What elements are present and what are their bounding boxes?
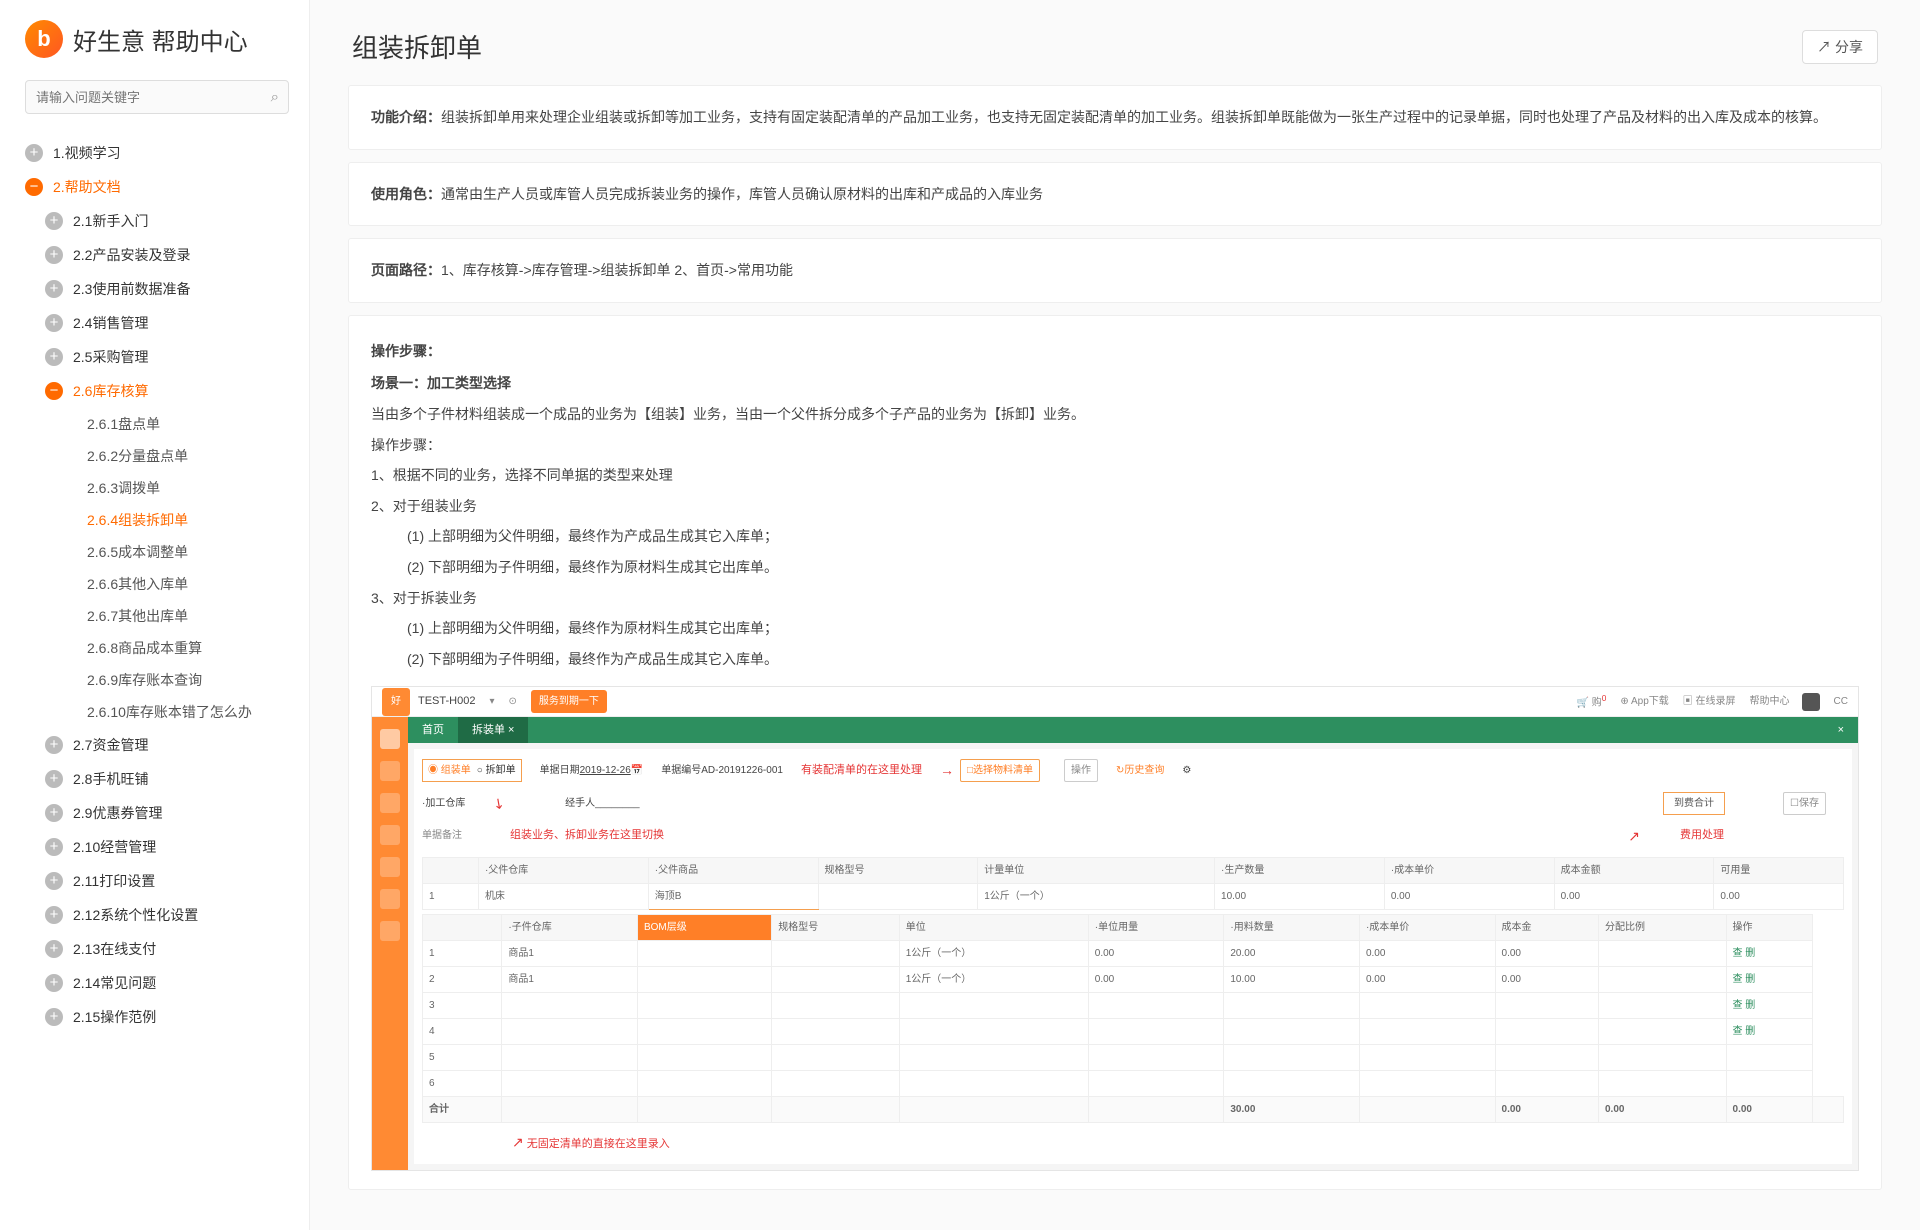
- steps-card: 操作步骤： 场景一：加工类型选择 当由多个子件材料组装成一个成品的业务为【组装】…: [348, 315, 1882, 1190]
- shot-service-btn[interactable]: 服务到期一下: [531, 690, 607, 713]
- intro-text: 组装拆卸单用来处理企业组装或拆卸等加工业务，支持有固定装配清单的产品加工业务，也…: [441, 109, 1827, 125]
- nav-tail-item[interactable]: 2.9优惠券管理: [25, 796, 289, 830]
- nav-tail-item[interactable]: 2.12系统个性化设置: [25, 898, 289, 932]
- path-text: 1、库存核算->库存管理->组装拆卸单 2、首页->常用功能: [441, 262, 793, 278]
- share-button[interactable]: ↗ 分享: [1802, 30, 1878, 64]
- embedded-screenshot: 好 TEST-H002 ▾ ⊙ 服务到期一下 🛒 购0 ⊕ App下载 ▣ 在线…: [371, 686, 1859, 1170]
- main-content: 组装拆卸单 ↗ 分享 功能介绍：组装拆卸单用来处理企业组装或拆卸等加工业务，支持…: [310, 0, 1920, 1230]
- sidebar: b 好生意 帮助中心 ⌕ 1.视频学习2.帮助文档2.1新手入门2.2产品安装及…: [0, 0, 310, 1230]
- nav-tail-item[interactable]: 2.8手机旺铺: [25, 762, 289, 796]
- scene-desc: 当由多个子件材料组装成一个成品的业务为【组装】业务，当由一个父件拆分成多个子产品…: [371, 401, 1859, 428]
- note-radio: 组装业务、拆卸业务在这里切换: [510, 825, 664, 846]
- search-box: ⌕: [25, 80, 289, 114]
- share-label: 分享: [1835, 39, 1863, 55]
- note-top: 有装配清单的在这里处理: [801, 760, 922, 781]
- search-icon[interactable]: ⌕: [271, 89, 279, 106]
- shot-nav-icon[interactable]: [380, 825, 400, 845]
- nav-tree: 1.视频学习2.帮助文档2.1新手入门2.2产品安装及登录2.3使用前数据准备2…: [25, 136, 289, 1034]
- shot-tab-doc[interactable]: 拆装单 ×: [458, 717, 528, 743]
- nav-top-item[interactable]: 1.视频学习: [25, 136, 289, 170]
- nav-sub-item[interactable]: 2.6.6其他入库单: [25, 568, 289, 600]
- nav-tail-item[interactable]: 2.15操作范例: [25, 1000, 289, 1034]
- save-button[interactable]: ☐ 保存: [1783, 792, 1826, 815]
- role-text: 通常由生产人员或库管人员完成拆装业务的操作，库管人员确认原材料的出库和产成品的入…: [441, 186, 1043, 202]
- shot-sidenav: [372, 717, 408, 1169]
- nav-sub-item[interactable]: 2.6.7其他出库单: [25, 600, 289, 632]
- shot-user: CC: [1834, 692, 1848, 711]
- nav-sub-item[interactable]: 2.6.9库存账本查询: [25, 664, 289, 696]
- nav-sub-item[interactable]: 2.6.10库存账本错了怎么办: [25, 696, 289, 728]
- step-sub: (1) 上部明细为父件明细，最终作为原材料生成其它出库单；: [371, 615, 1859, 642]
- nav-tail-item[interactable]: 2.11打印设置: [25, 864, 289, 898]
- nav-mid-item[interactable]: 2.2产品安装及登录: [25, 238, 289, 272]
- child-table: ·子件仓库BOM层级规格型号单位·单位用量·用料数量·成本单价成本金分配比例操作…: [422, 914, 1844, 1123]
- settings-icon[interactable]: ⚙: [1182, 761, 1191, 780]
- bom-button[interactable]: □ 选择物料清单: [960, 759, 1040, 782]
- nav-tail-item[interactable]: 2.13在线支付: [25, 932, 289, 966]
- search-input[interactable]: [25, 80, 289, 114]
- shot-avatar[interactable]: [1802, 693, 1820, 711]
- shot-help-link[interactable]: 帮助中心: [1750, 692, 1790, 711]
- shot-nav-home-icon[interactable]: [380, 729, 400, 749]
- doc-type-radio[interactable]: ◉ 组装单 ○ 拆卸单: [422, 759, 522, 782]
- nav-sub-item[interactable]: 2.6.2分量盘点单: [25, 440, 289, 472]
- step-sub: (2) 下部明细为子件明细，最终作为原材料生成其它出库单。: [371, 554, 1859, 581]
- shot-app-link[interactable]: ⊕ App下载: [1620, 692, 1668, 711]
- shot-tab-close-icon[interactable]: ×: [1824, 717, 1858, 743]
- note-fee: 费用处理: [1680, 825, 1724, 846]
- nav-sub-item[interactable]: 2.6.3调拨单: [25, 472, 289, 504]
- action-button[interactable]: 操作: [1064, 759, 1098, 782]
- shot-nav-icon[interactable]: [380, 761, 400, 781]
- note-table: ↗ 无固定清单的直接在这里录入: [512, 1129, 1844, 1156]
- fee-field[interactable]: 到费合计: [1663, 792, 1725, 815]
- shot-cart-icon[interactable]: 🛒 购0: [1576, 691, 1606, 712]
- history-link[interactable]: ↻ 历史查询: [1116, 761, 1164, 780]
- shot-nav-icon[interactable]: [380, 889, 400, 909]
- nav-sub-item[interactable]: 2.6.8商品成本重算: [25, 632, 289, 664]
- scene-title: 场景一：加工类型选择: [371, 370, 1859, 397]
- shot-code: TEST-H002: [418, 691, 475, 712]
- nav-top-item[interactable]: 2.帮助文档: [25, 170, 289, 204]
- nav-mid-item[interactable]: 2.6库存核算: [25, 374, 289, 408]
- nav-sub-item[interactable]: 2.6.4组装拆卸单: [25, 504, 289, 536]
- shot-nav-icon[interactable]: [380, 921, 400, 941]
- page-title: 组装拆卸单: [352, 28, 482, 65]
- shot-tabs: 首页 拆装单 × ×: [408, 717, 1858, 743]
- nav-sub-item[interactable]: 2.6.1盘点单: [25, 408, 289, 440]
- shot-nav-icon[interactable]: [380, 793, 400, 813]
- nav-tail-item[interactable]: 2.14常见问题: [25, 966, 289, 1000]
- nav-mid-item[interactable]: 2.4销售管理: [25, 306, 289, 340]
- intro-label: 功能介绍：: [371, 109, 441, 125]
- shot-tab-home[interactable]: 首页: [408, 717, 458, 743]
- step-line: 操作步骤：: [371, 432, 1859, 459]
- path-label: 页面路径：: [371, 262, 441, 278]
- steps-title: 操作步骤：: [371, 338, 1859, 365]
- nav-tail-item[interactable]: 2.10经营管理: [25, 830, 289, 864]
- nav-sub-item[interactable]: 2.6.5成本调整单: [25, 536, 289, 568]
- role-card: 使用角色：通常由生产人员或库管人员完成拆装业务的操作，库管人员确认原材料的出库和…: [348, 162, 1882, 227]
- intro-card: 功能介绍：组装拆卸单用来处理企业组装或拆卸等加工业务，支持有固定装配清单的产品加…: [348, 85, 1882, 150]
- nav-tail-item[interactable]: 2.7资金管理: [25, 728, 289, 762]
- role-label: 使用角色：: [371, 186, 441, 202]
- shot-rec-link[interactable]: ▣ 在线录屏: [1683, 692, 1736, 711]
- nav-mid-item[interactable]: 2.3使用前数据准备: [25, 272, 289, 306]
- step-line3: 3、对于拆装业务: [371, 585, 1859, 612]
- parent-table: ·父件仓库·父件商品规格型号计量单位·生产数量·成本单价成本金额可用量 1机床海…: [422, 857, 1844, 910]
- nav-mid-item[interactable]: 2.5采购管理: [25, 340, 289, 374]
- nav-mid-item[interactable]: 2.1新手入门: [25, 204, 289, 238]
- logo: b 好生意 帮助中心: [25, 20, 289, 58]
- shot-topbar: 好 TEST-H002 ▾ ⊙ 服务到期一下 🛒 购0 ⊕ App下载 ▣ 在线…: [372, 687, 1858, 717]
- brand-title: 好生意 帮助中心: [73, 22, 248, 57]
- shot-nav-icon[interactable]: [380, 857, 400, 877]
- path-card: 页面路径：1、库存核算->库存管理->组装拆卸单 2、首页->常用功能: [348, 238, 1882, 303]
- brand-icon: b: [25, 20, 63, 58]
- step-line: 2、对于组装业务: [371, 493, 1859, 520]
- shot-brand-icon: 好: [382, 688, 410, 716]
- step-sub: (2) 下部明细为子件明细，最终作为产成品生成其它入库单。: [371, 646, 1859, 673]
- step-line: 1、根据不同的业务，选择不同单据的类型来处理: [371, 462, 1859, 489]
- step-sub: (1) 上部明细为父件明细，最终作为产成品生成其它入库单；: [371, 523, 1859, 550]
- shot-form: ◉ 组装单 ○ 拆卸单 单据日期 2019-12-26 📅 单据编号 AD-20…: [414, 749, 1852, 1163]
